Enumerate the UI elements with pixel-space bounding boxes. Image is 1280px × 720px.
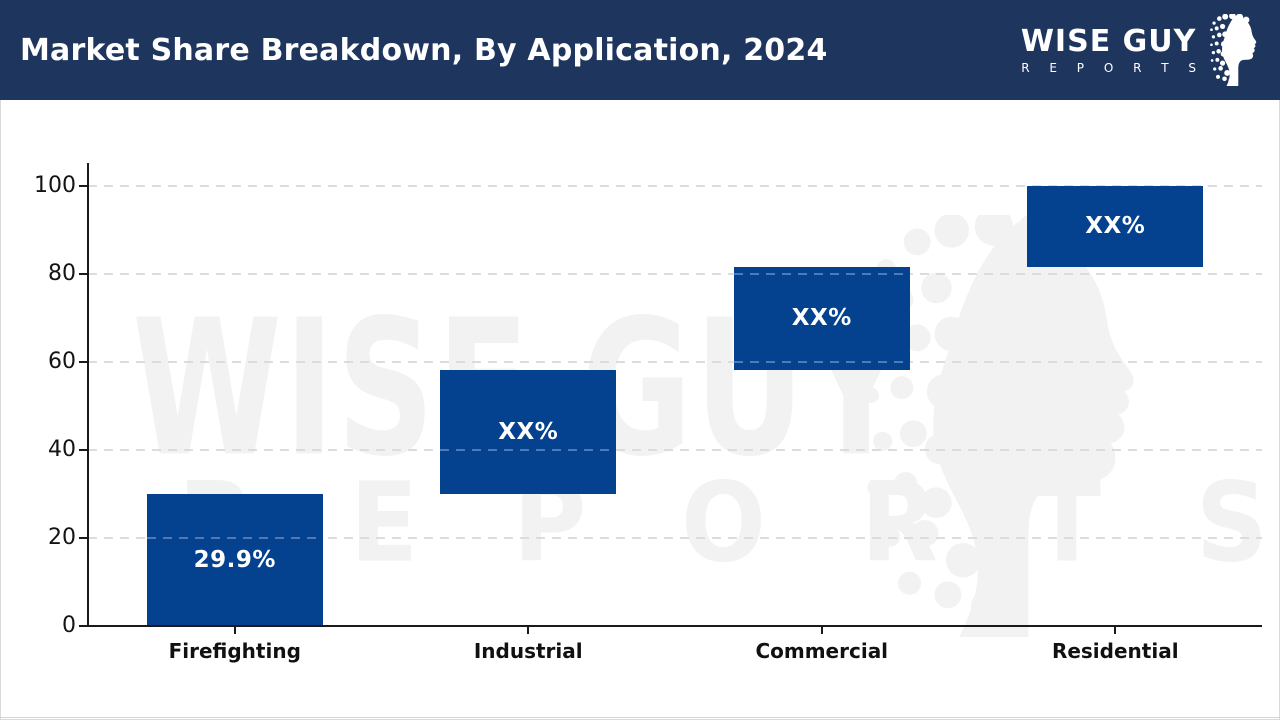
bar-gridline-overlay xyxy=(146,536,323,539)
y-tick-label-60: 60 xyxy=(48,349,76,374)
brand-logo: WISE GUY R E P O R T S xyxy=(1013,14,1280,86)
bar-gridline-overlay xyxy=(733,272,910,275)
y-tick-100 xyxy=(79,185,88,187)
bar-commercial: XX% xyxy=(733,266,910,370)
gridline-20 xyxy=(88,537,1262,539)
gridline-80 xyxy=(88,273,1262,275)
brand-logo-text: WISE GUY R E P O R T S xyxy=(1013,24,1204,76)
y-tick-80 xyxy=(79,273,88,275)
page-title: Market Share Breakdown, By Application, … xyxy=(20,32,828,68)
x-tick-industrial xyxy=(527,627,530,634)
x-tick-firefighting xyxy=(233,627,236,634)
y-tick-60 xyxy=(79,361,88,363)
x-axis-label-residential: Residential xyxy=(1051,639,1179,663)
y-tick-label-80: 80 xyxy=(48,261,76,286)
x-tick-commercial xyxy=(820,627,823,634)
bar-gridline-overlay xyxy=(733,360,910,363)
brand-subtitle: R E P O R T S xyxy=(1021,61,1204,75)
x-axis-label-commercial: Commercial xyxy=(755,639,889,663)
bar-residential: XX% xyxy=(1027,186,1204,267)
y-tick-40 xyxy=(79,449,88,451)
gridline-40 xyxy=(88,449,1262,451)
y-tick-label-100: 100 xyxy=(34,173,76,198)
y-axis-spine xyxy=(87,163,89,627)
gridline-60 xyxy=(88,361,1262,363)
bar-value-label: 29.9% xyxy=(193,547,276,574)
watermark-subtitle-text: R E P O R T S xyxy=(178,458,1280,587)
gridline-100 xyxy=(88,185,1262,187)
y-tick-20 xyxy=(79,537,88,539)
x-axis-line xyxy=(86,625,1262,627)
x-axis-label-firefighting: Firefighting xyxy=(168,639,301,663)
bottom-border-line xyxy=(0,717,1280,718)
header-bar: Market Share Breakdown, By Application, … xyxy=(0,0,1280,100)
x-tick-residential xyxy=(1114,627,1117,634)
y-tick-label-20: 20 xyxy=(48,525,76,550)
bar-value-label: XX% xyxy=(1085,213,1146,240)
x-axis-label-industrial: Industrial xyxy=(473,639,583,663)
bar-firefighting: 29.9% xyxy=(146,494,323,626)
y-tick-0 xyxy=(79,625,88,627)
bar-value-label: XX% xyxy=(791,305,852,332)
bar-gridline-overlay xyxy=(440,448,617,451)
y-tick-label-0: 0 xyxy=(62,613,76,638)
y-tick-label-40: 40 xyxy=(48,437,76,462)
bar-industrial: XX% xyxy=(440,369,617,495)
brand-name: WISE GUY xyxy=(1020,24,1197,59)
bar-value-label: XX% xyxy=(498,419,559,446)
